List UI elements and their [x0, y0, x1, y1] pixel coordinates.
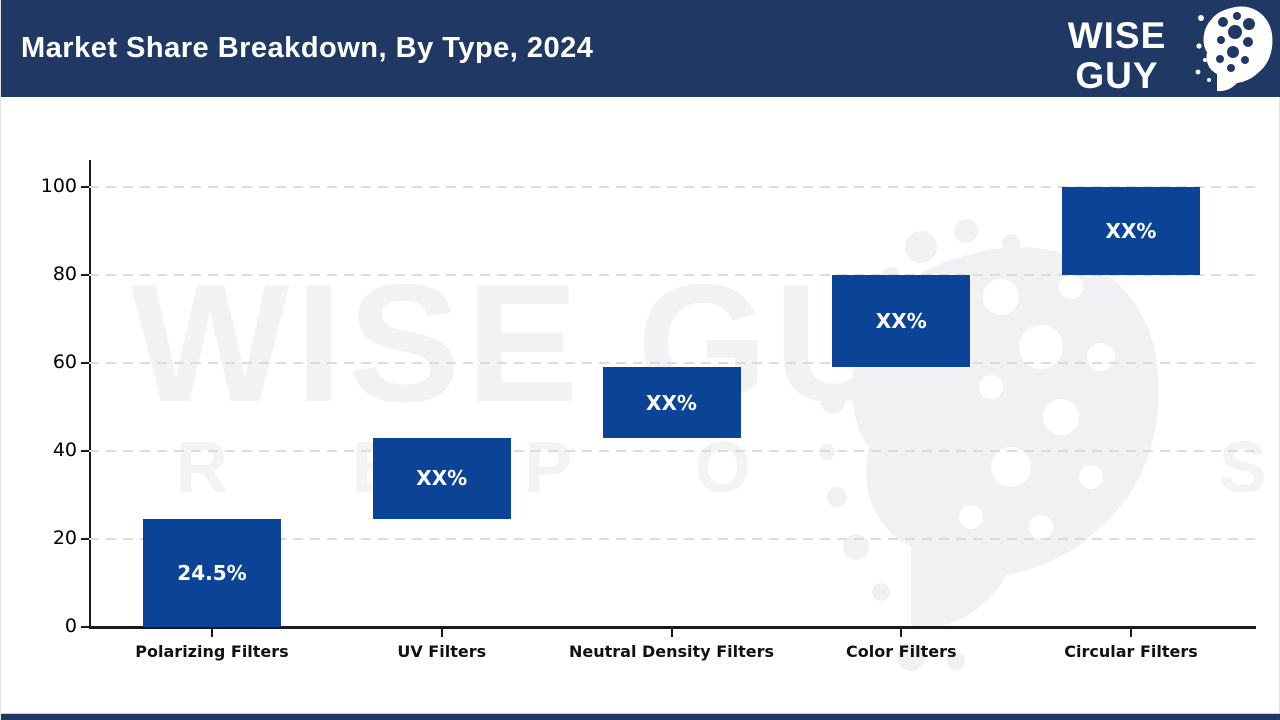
x-tick-mark — [440, 629, 443, 637]
y-tick-mark — [81, 274, 89, 276]
y-axis-line — [89, 160, 91, 628]
y-tick-label: 40 — [52, 439, 77, 461]
y-tick-mark — [81, 538, 89, 540]
bar-polarizing-filters: 24.5% — [143, 519, 281, 627]
gridline — [89, 186, 1256, 188]
x-tick-label: Polarizing Filters — [135, 642, 289, 661]
gridline — [89, 362, 1256, 364]
x-axis-line — [89, 626, 1256, 629]
x-tick-label: Color Filters — [846, 642, 957, 661]
x-tick-mark — [1130, 629, 1132, 637]
gridline — [89, 274, 1256, 276]
face-profile-icon — [1195, 6, 1273, 92]
bar-value-label: XX% — [416, 466, 468, 491]
page-title: Market Share Breakdown, By Type, 2024 — [21, 32, 594, 64]
y-tick-label: 60 — [52, 351, 77, 373]
x-tick-mark — [670, 629, 673, 637]
brand-logo: WISE GUY R E P O R T S — [1023, 0, 1273, 112]
bar-color-filters: XX% — [832, 275, 971, 368]
y-tick-label: 80 — [52, 263, 77, 285]
y-tick-label: 0 — [64, 615, 77, 637]
brand-logo-text: WISE GUY R E P O R T S — [1023, 16, 1211, 114]
x-tick-mark — [211, 629, 213, 637]
y-tick-label: 20 — [52, 527, 77, 549]
x-tick-label: Circular Filters — [1064, 642, 1198, 661]
brand-name: WISE GUY — [1067, 15, 1167, 96]
header-banner: Market Share Breakdown, By Type, 2024 WI… — [1, 0, 1280, 112]
bar-circular-filters: XX% — [1062, 187, 1200, 275]
gridline — [89, 450, 1256, 452]
bar-neutral-density-filters: XX% — [602, 367, 741, 438]
brand-subtitle: R E P O R T S — [1029, 97, 1205, 112]
footer-divider — [1, 713, 1280, 714]
y-tick-mark — [81, 186, 89, 188]
y-tick-mark — [81, 362, 89, 364]
bar-uv-filters: XX% — [372, 437, 511, 520]
footer-banner — [1, 714, 1280, 720]
y-tick-mark — [81, 450, 89, 452]
bar-value-label: XX% — [1105, 219, 1157, 243]
bar-value-label: 24.5% — [177, 561, 247, 586]
x-tick-mark — [900, 629, 903, 637]
bar-value-label: XX% — [875, 309, 927, 334]
y-tick-label: 100 — [40, 175, 77, 197]
gridline — [89, 538, 1256, 540]
bar-value-label: XX% — [646, 390, 697, 415]
y-tick-mark — [81, 626, 89, 628]
x-tick-label: Neutral Density Filters — [568, 642, 774, 661]
x-tick-label: UV Filters — [397, 642, 487, 661]
